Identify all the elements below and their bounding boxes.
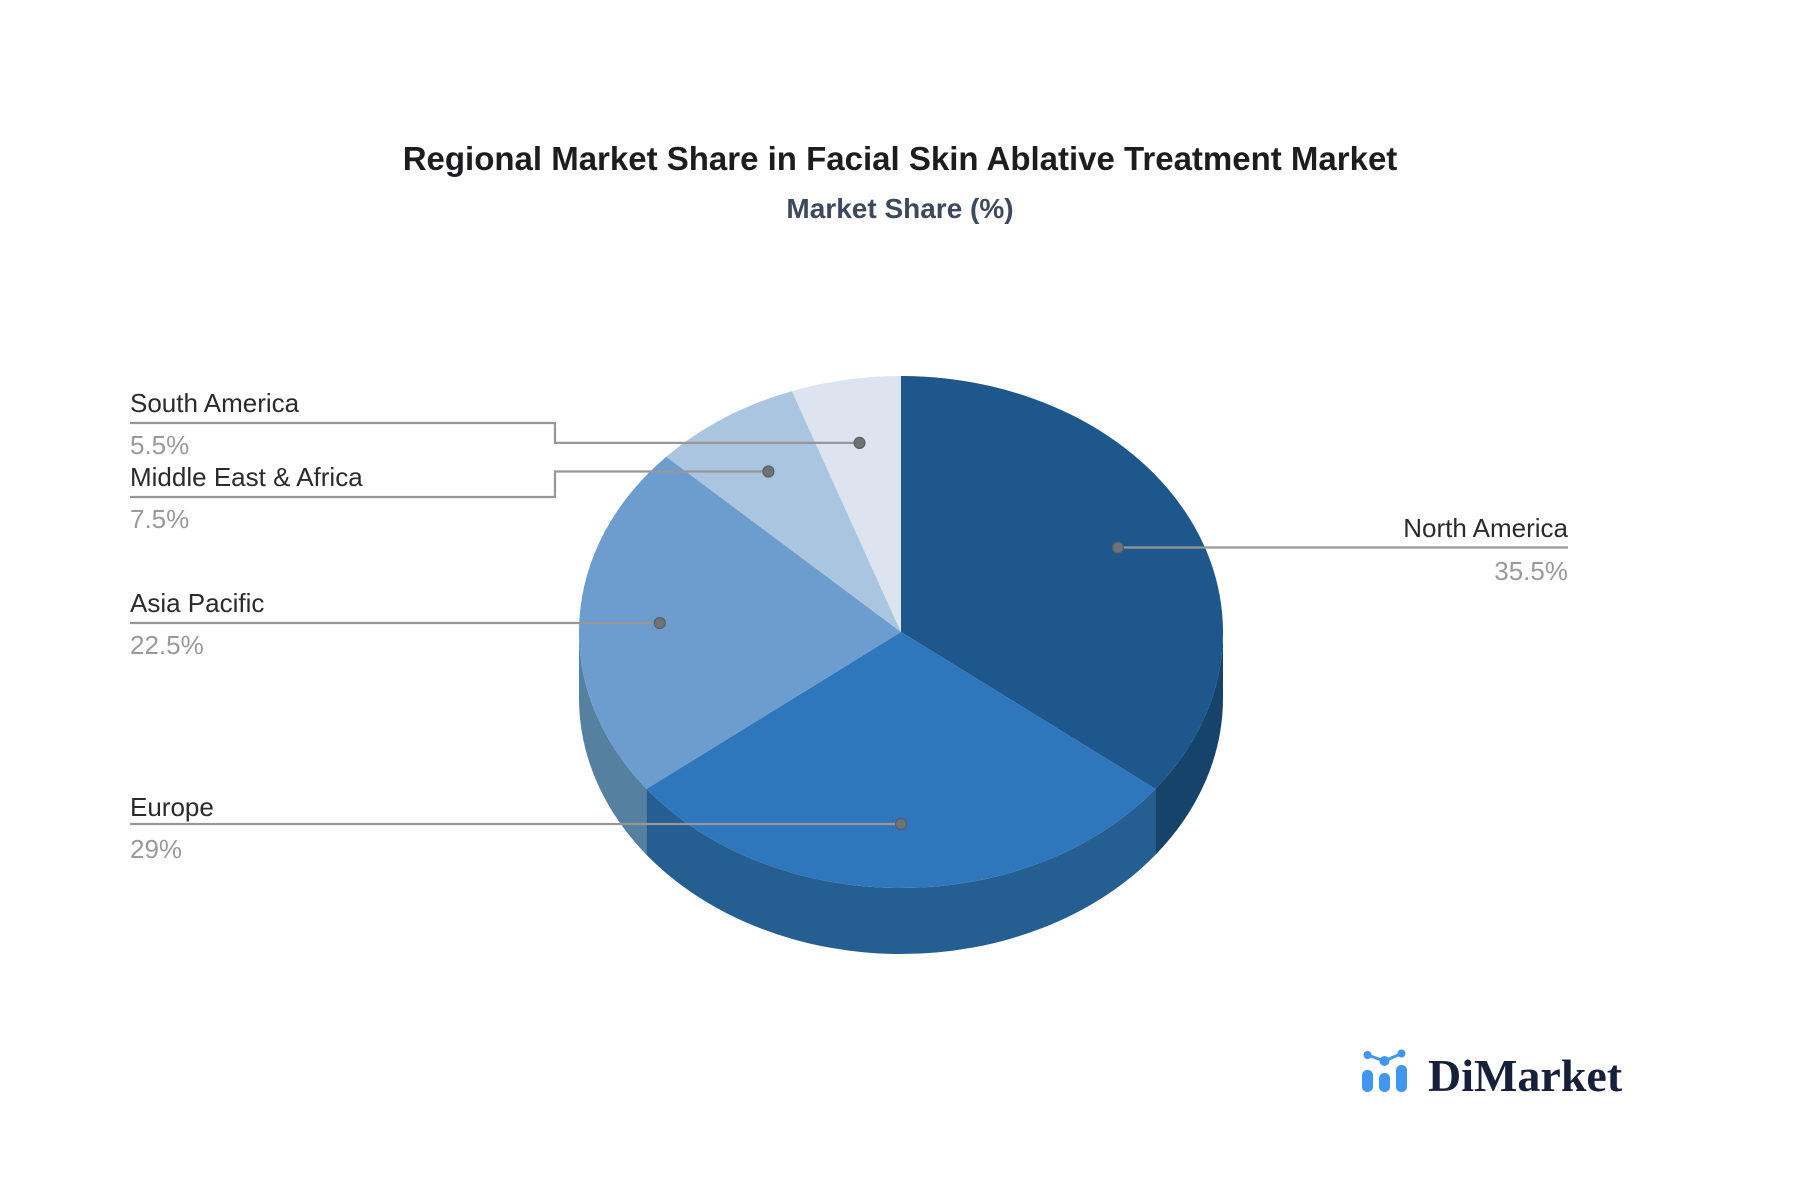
- pie-slice-asia-pacific: [579, 456, 901, 789]
- bar-chart-trend-icon: [1362, 1049, 1407, 1092]
- value-south-america: 5.5%: [130, 430, 190, 460]
- brand-logo: DiMarket: [1360, 1032, 1623, 1101]
- value-europe: 29%: [130, 834, 183, 864]
- label-south-america: South America: [130, 388, 300, 418]
- pie-side-europe: [646, 788, 1156, 954]
- label-asia-pacific: Asia Pacific: [130, 588, 265, 618]
- label-middle-east-africa: Middle East & Africa: [130, 462, 363, 492]
- leader-dot-middle-east-africa: [762, 465, 775, 478]
- leader-line-middle-east-africa: [130, 470, 769, 499]
- brand-logo-text: DiMarket: [1428, 1050, 1623, 1101]
- pie-slice-north-america: [901, 376, 1223, 789]
- value-north-america: 35.5%: [1494, 556, 1568, 586]
- pie-slice-south-america: [791, 376, 901, 632]
- pie-side-asia-pacific: [579, 632, 647, 855]
- leader-dot-asia-pacific: [653, 616, 666, 630]
- value-middle-east-africa: 7.5%: [130, 504, 190, 534]
- leader-line-south-america: [130, 421, 860, 444]
- label-europe: Europe: [130, 792, 214, 822]
- label-north-america: North America: [1403, 513, 1568, 543]
- pie-slice-middle-east-africa: [666, 391, 901, 632]
- leader-dot-north-america: [1111, 541, 1125, 554]
- chart-subtitle: Market Share (%): [786, 193, 1014, 224]
- pie-side-north-america: [1155, 632, 1223, 855]
- value-asia-pacific: 22.5%: [130, 630, 204, 660]
- chart-title: Regional Market Share in Facial Skin Abl…: [402, 140, 1398, 177]
- leader-dot-europe: [894, 817, 908, 831]
- leader-dot-south-america: [853, 436, 866, 449]
